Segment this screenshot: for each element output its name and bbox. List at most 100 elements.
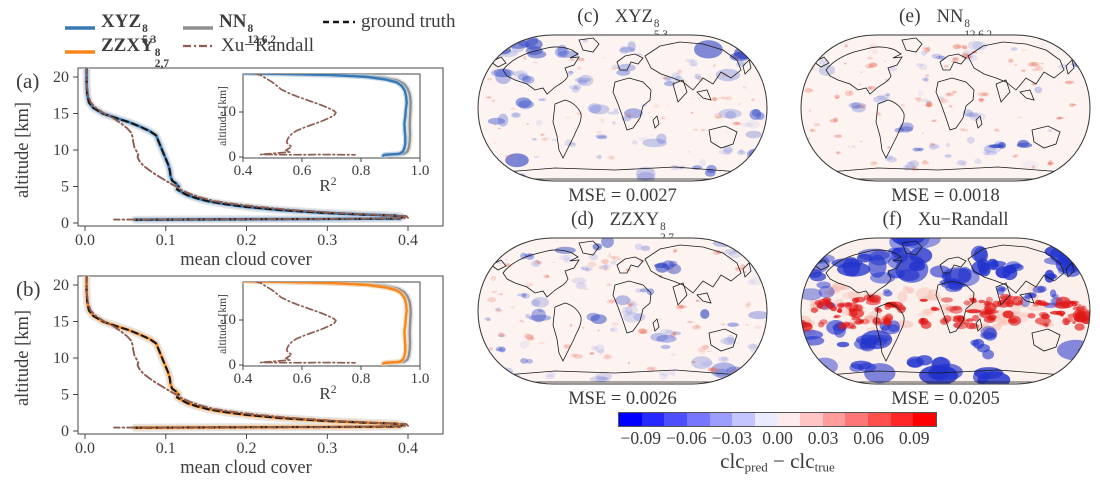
panel-a-xlabel: mean cloud cover [180, 250, 312, 270]
map-d-title: (d) ZZXY 8 2,7 [571, 209, 674, 244]
panel-a-ylabel: altitude [km] [13, 102, 33, 198]
map-panel-c: (c) XYZ 8 5,3 MSE = 0.0027 [475, 6, 770, 206]
svg-text:0: 0 [61, 423, 69, 440]
panel-a-inset-xlabel: R2 [319, 174, 336, 195]
panel-b-inset-curves [243, 282, 414, 366]
panel-a-inset-ticks: 0.4 0.6 0.8 1.0 0 10 [221, 104, 429, 179]
map-e-tag: (e) [898, 6, 921, 27]
panel-b-xticks: 0.0 0.1 0.2 0.3 0.4 [75, 434, 418, 457]
panel-b-inset-ylabel: altitude [km] [217, 294, 229, 354]
svg-text:0.2: 0.2 [237, 440, 257, 457]
svg-text:0.4: 0.4 [398, 440, 418, 457]
legend-label-zzxy: ZZXY [101, 35, 154, 56]
colorbar: −0.09 −0.06 −0.03 0.00 0.03 0.06 0.09 clcpred … [618, 412, 937, 476]
colorbar-segment [822, 413, 846, 426]
legend-line-zzxy-icon [65, 50, 95, 55]
legend-item-zzxy: ZZXY 8 2,7 [64, 35, 169, 70]
panel-a-frame [77, 67, 444, 227]
colorbar-segment [754, 413, 778, 426]
legend-label-xyz: XYZ [101, 11, 142, 32]
map-f-tag: (f) [882, 209, 902, 230]
colorbar-tick-label: 0.00 [762, 428, 793, 448]
panel-a-curves [82, 68, 409, 224]
svg-text:0.1: 0.1 [156, 440, 176, 457]
svg-text:10: 10 [53, 142, 69, 159]
map-d-tag: (d) [571, 209, 594, 230]
panel-a-profile-plot: (a) altitude [km] 0 5 10 15 20 0.0 0.1 0… [13, 67, 444, 270]
colorbar-ticks: −0.09 −0.06 −0.03 0.00 0.03 0.06 0.09 [618, 427, 937, 448]
svg-text:0.4: 0.4 [234, 371, 253, 387]
legend-label-ground-truth: ground truth [361, 11, 456, 32]
panel-a-inset-ylabel: altitude [km] [217, 86, 229, 146]
panel-b-yticks: 0 5 10 15 20 [53, 277, 78, 440]
svg-text:10: 10 [53, 350, 69, 367]
legend-line-nn-icon [183, 26, 213, 31]
svg-text:20: 20 [53, 277, 69, 294]
svg-text:0.1: 0.1 [156, 232, 176, 249]
colorbar-segment [913, 413, 936, 426]
legend-item-xyz: XYZ 8 5,3 [64, 11, 156, 46]
svg-text:0.4: 0.4 [234, 163, 253, 179]
legend-label-xu-randall: Xu−Randall [221, 35, 315, 56]
map-f-title: (f) Xu−Randall [882, 209, 1009, 230]
map-c-title: (c) XYZ 8 5,3 [577, 6, 668, 41]
panel-b-xlabel: mean cloud cover [180, 458, 312, 478]
map-panel-f: (f) Xu−Randall MSE = 0.0205 [798, 209, 1093, 409]
colorbar-tick-label: 0.06 [853, 428, 884, 448]
map-c-mse: MSE = 0.0027 [568, 186, 677, 206]
colorbar-segment [619, 413, 642, 426]
legend-item-ground-truth: ground truth [322, 11, 455, 33]
colorbar-segment [732, 413, 755, 426]
legend-item-nn: NN 8 12,6,2 [182, 11, 276, 46]
svg-text:0.6: 0.6 [293, 163, 312, 179]
colorbar-tick-label: −0.06 [666, 428, 707, 448]
svg-text:0.2: 0.2 [237, 232, 257, 249]
svg-text:0.0: 0.0 [75, 232, 95, 249]
colorbar-segment [890, 413, 914, 426]
panel-a-inset-curves [243, 74, 414, 158]
map-f-globe [800, 237, 1091, 385]
svg-text:15: 15 [53, 106, 69, 123]
map-c-tag: (c) [577, 6, 599, 27]
map-panel-e: (e) NN 8 12,6,2 MSE = 0.0018 [798, 6, 1093, 206]
svg-text:0.4: 0.4 [398, 232, 418, 249]
map-panel-d: (d) ZZXY 8 2,7 MSE = 0.0026 [475, 209, 770, 409]
svg-text:0.3: 0.3 [317, 440, 337, 457]
map-c-globe [477, 34, 768, 182]
colorbar-segment [641, 413, 665, 426]
legend-item-xu-randall: Xu−Randall [182, 35, 314, 57]
colorbar-tick-label: −0.03 [711, 428, 753, 448]
colorbar-segment [777, 413, 801, 426]
colorbar-tick-label: 0.09 [898, 428, 930, 448]
svg-text:0.0: 0.0 [75, 440, 95, 457]
svg-text:0.8: 0.8 [352, 163, 371, 179]
svg-text:0.8: 0.8 [352, 371, 371, 387]
svg-text:0: 0 [61, 215, 69, 232]
map-e-globe [800, 34, 1091, 182]
colorbar-tick-label: 0.03 [807, 428, 839, 448]
panel-b-frame [77, 275, 444, 435]
legend-line-xyz-icon [65, 26, 95, 31]
svg-text:0.3: 0.3 [317, 232, 337, 249]
panel-b-tag: (b) [16, 277, 41, 301]
svg-text:5: 5 [61, 387, 69, 404]
colorbar-segment [686, 413, 710, 426]
svg-text:1.0: 1.0 [411, 371, 430, 387]
map-e-mse: MSE = 0.0018 [891, 186, 1000, 206]
colorbar-label: clcpred − clctrue [720, 449, 835, 475]
colorbar-segment [800, 413, 823, 426]
colorbar-segment [845, 413, 869, 426]
panel-b-inset-xlabel: R2 [319, 382, 336, 403]
panel-b-ylabel: altitude [km] [13, 310, 33, 406]
panel-a-yticks: 0 5 10 15 20 [53, 69, 78, 232]
colorbar-segment [709, 413, 733, 426]
legend-line-ground-truth-icon [323, 20, 355, 24]
colorbar-strip [618, 412, 937, 427]
map-d-mse: MSE = 0.0026 [568, 389, 677, 409]
colorbar-segment [868, 413, 891, 426]
legend-line-xu-randall-icon [183, 44, 215, 48]
map-f-mse: MSE = 0.0205 [891, 389, 1000, 409]
svg-text:15: 15 [53, 314, 69, 331]
panel-b-inset-ticks: 0.4 0.6 0.8 1.0 0 10 [221, 312, 429, 387]
